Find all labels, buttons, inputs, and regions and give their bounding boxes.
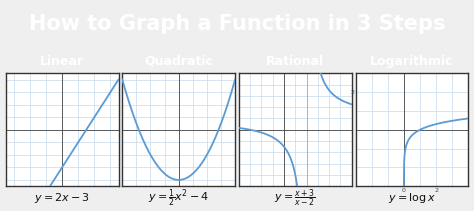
Text: $y = \frac{1}{2}x^2 - 4$: $y = \frac{1}{2}x^2 - 4$	[148, 187, 210, 208]
Text: Logarithmic: Logarithmic	[370, 55, 454, 68]
Text: $y = 2x - 3$: $y = 2x - 3$	[34, 191, 90, 205]
Text: $y = \frac{x+3}{x-2}$: $y = \frac{x+3}{x-2}$	[274, 187, 316, 208]
Text: Rational: Rational	[266, 55, 324, 68]
Text: Quadratic: Quadratic	[144, 55, 213, 68]
Text: How to Graph a Function in 3 Steps: How to Graph a Function in 3 Steps	[29, 14, 445, 34]
Text: Linear: Linear	[40, 55, 84, 68]
Text: $y = \log x$: $y = \log x$	[388, 191, 436, 205]
